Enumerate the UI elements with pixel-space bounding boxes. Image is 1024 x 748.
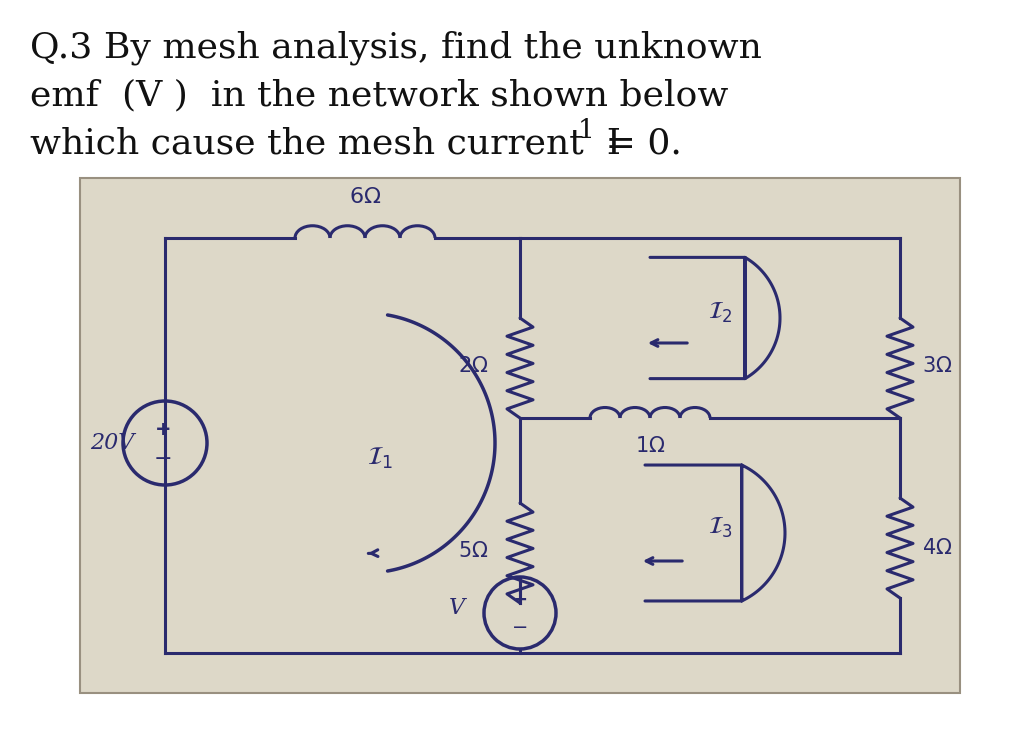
Text: $1\Omega$: $1\Omega$	[635, 436, 666, 456]
Text: which cause the mesh current  I: which cause the mesh current I	[30, 126, 621, 160]
Text: −: −	[512, 619, 528, 637]
Text: $3\Omega$: $3\Omega$	[922, 356, 952, 376]
Text: = 0.: = 0.	[594, 126, 682, 160]
Text: $4\Omega$: $4\Omega$	[922, 538, 952, 558]
Text: +: +	[155, 420, 171, 438]
Text: $\mathcal{I}_3$: $\mathcal{I}_3$	[708, 516, 732, 540]
Text: $6\Omega$: $6\Omega$	[349, 186, 381, 208]
Text: $2\Omega$: $2\Omega$	[458, 356, 488, 376]
Text: −: −	[154, 449, 172, 469]
Text: $\mathcal{I}_1$: $\mathcal{I}_1$	[367, 445, 393, 470]
Text: $\mathcal{I}_2$: $\mathcal{I}_2$	[708, 301, 732, 325]
FancyBboxPatch shape	[80, 178, 961, 693]
Text: 1: 1	[578, 118, 595, 143]
Text: V: V	[449, 597, 465, 619]
Text: 20V: 20V	[90, 432, 134, 454]
Text: emf  (V )  in the network shown below: emf (V ) in the network shown below	[30, 78, 728, 112]
Text: +: +	[513, 591, 527, 609]
Text: $5\Omega$: $5\Omega$	[458, 541, 488, 561]
Text: Q.3 By mesh analysis, find the unknown: Q.3 By mesh analysis, find the unknown	[30, 30, 762, 64]
